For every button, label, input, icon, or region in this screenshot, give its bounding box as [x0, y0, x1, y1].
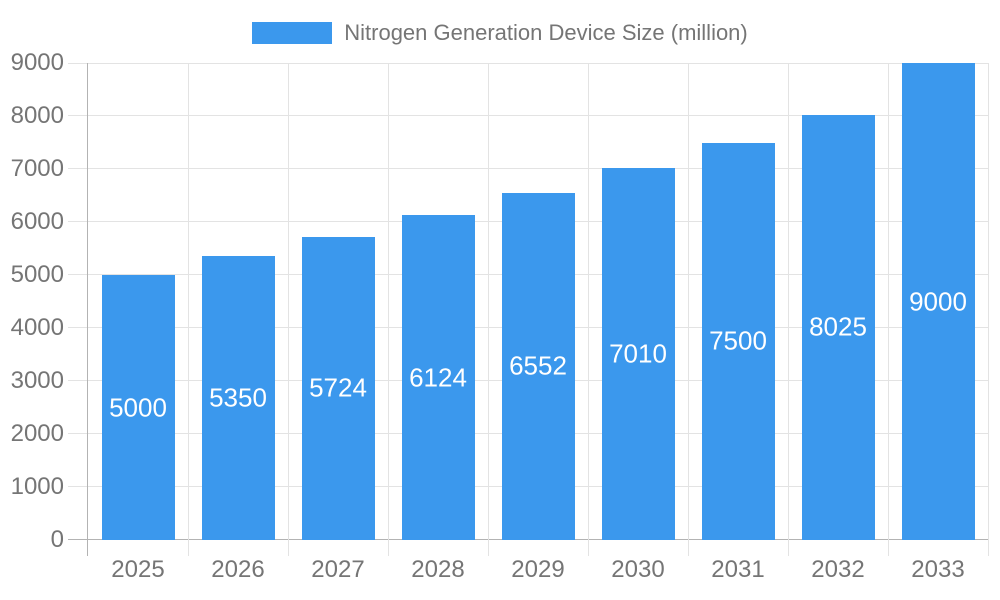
- y-axis-label: 8000: [10, 102, 64, 129]
- category-gridline: [888, 63, 889, 556]
- y-axis-label: 3000: [10, 367, 64, 394]
- bar-value-label: 6552: [509, 350, 567, 381]
- category-gridline: [688, 63, 689, 556]
- bar-value-label: 5724: [309, 372, 367, 403]
- bar: 8025: [801, 114, 875, 540]
- y-axis-label: 6000: [10, 208, 64, 235]
- bar-value-label: 7500: [709, 325, 767, 356]
- legend-swatch: [252, 22, 333, 44]
- y-axis-label: 1000: [10, 473, 64, 500]
- bar: 6124: [401, 215, 475, 540]
- x-axis-label: 2033: [911, 556, 965, 583]
- gridline: [68, 63, 988, 64]
- bar-value-label: 9000: [909, 286, 967, 316]
- y-axis-label: 2000: [10, 420, 64, 447]
- bar-value-label: 5350: [209, 382, 267, 413]
- bar-value-label: 7010: [609, 338, 667, 369]
- bar: 5724: [301, 236, 375, 540]
- category-gridline: [188, 63, 189, 556]
- x-axis-label: 2026: [211, 556, 265, 583]
- category-gridline: [588, 63, 589, 556]
- bar: 5000: [101, 275, 175, 540]
- legend: Nitrogen Generation Device Size (million…: [0, 18, 1000, 48]
- y-axis-line: [87, 63, 88, 556]
- bar: 9000: [901, 63, 975, 540]
- category-gridline: [288, 63, 289, 556]
- x-axis-label: 2025: [111, 556, 165, 583]
- x-axis-label: 2032: [811, 556, 865, 583]
- bar: 7500: [701, 142, 775, 540]
- bar: 5350: [201, 256, 275, 540]
- category-gridline: [488, 63, 489, 556]
- gridline: [68, 115, 988, 116]
- bar: 7010: [601, 168, 675, 540]
- bar-value-label: 6124: [409, 362, 467, 393]
- bar-value-label: 8025: [809, 311, 867, 342]
- x-axis-label: 2028: [411, 556, 465, 583]
- y-axis-label: 4000: [10, 314, 64, 341]
- category-gridline: [388, 63, 389, 556]
- plot-area: 5000 5350 5724 6124 6552 7010 7500 8025 9000: [68, 63, 989, 556]
- x-axis-label: 2031: [711, 556, 765, 583]
- category-gridline: [788, 63, 789, 556]
- y-axis-label: 9000: [10, 49, 64, 76]
- x-axis-label: 2027: [311, 556, 365, 583]
- gridline: [68, 168, 988, 169]
- x-axis-label: 2029: [511, 556, 565, 583]
- bar-value-label: 5000: [109, 392, 167, 422]
- legend-label: Nitrogen Generation Device Size (million…: [344, 20, 748, 45]
- y-axis-label: 7000: [10, 155, 64, 182]
- y-axis-label: 5000: [10, 261, 64, 288]
- bar: 6552: [501, 192, 575, 540]
- x-axis-label: 2030: [611, 556, 665, 583]
- y-axis-label: 0: [50, 526, 64, 553]
- category-gridline: [988, 63, 989, 556]
